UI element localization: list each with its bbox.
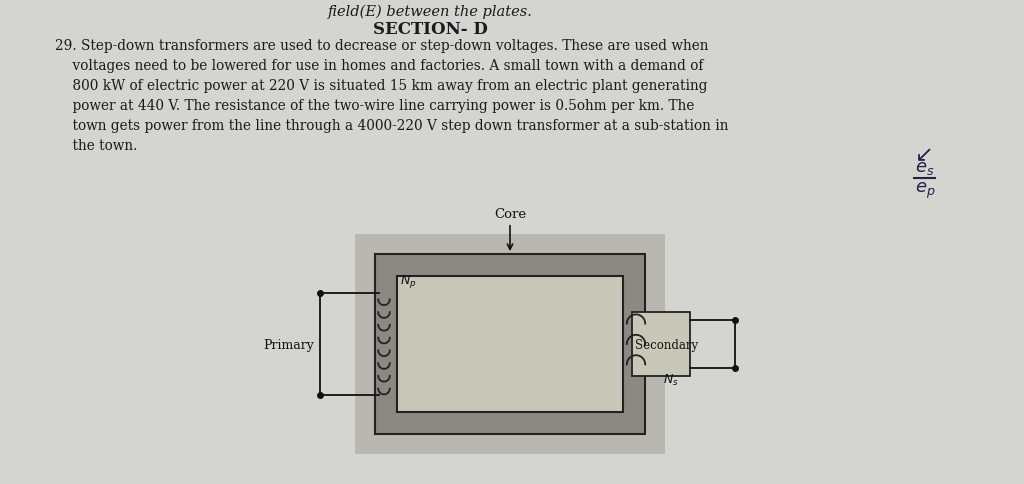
Text: $N_p$: $N_p$	[400, 272, 417, 289]
Text: Core: Core	[494, 208, 526, 250]
Text: field(E) between the plates.: field(E) between the plates.	[328, 5, 532, 19]
Text: $e_s$: $e_s$	[915, 159, 934, 177]
Text: Primary: Primary	[263, 338, 314, 351]
Text: 800 kW of electric power at 220 V is situated 15 km away from an electric plant : 800 kW of electric power at 220 V is sit…	[55, 79, 708, 93]
Bar	[375, 255, 645, 434]
Text: Secondary: Secondary	[635, 338, 698, 351]
Bar	[397, 276, 623, 412]
Text: 29. Step-down transformers are used to decrease or step-down voltages. These are: 29. Step-down transformers are used to d…	[55, 39, 709, 53]
Text: power at 440 V. The resistance of the two-wire line carrying power is 0.5ohm per: power at 440 V. The resistance of the tw…	[55, 99, 694, 113]
Text: $\swarrow$: $\swarrow$	[910, 145, 932, 165]
Text: voltages need to be lowered for use in homes and factories. A small town with a : voltages need to be lowered for use in h…	[55, 59, 703, 73]
Text: SECTION- D: SECTION- D	[373, 21, 487, 38]
Text: $e_p$: $e_p$	[915, 181, 936, 201]
Text: $N_s$: $N_s$	[664, 372, 679, 387]
Bar	[355, 235, 665, 454]
Bar	[632, 312, 690, 376]
Text: town gets power from the line through a 4000-220 V step down transformer at a su: town gets power from the line through a …	[55, 119, 728, 133]
Text: the town.: the town.	[55, 139, 137, 152]
